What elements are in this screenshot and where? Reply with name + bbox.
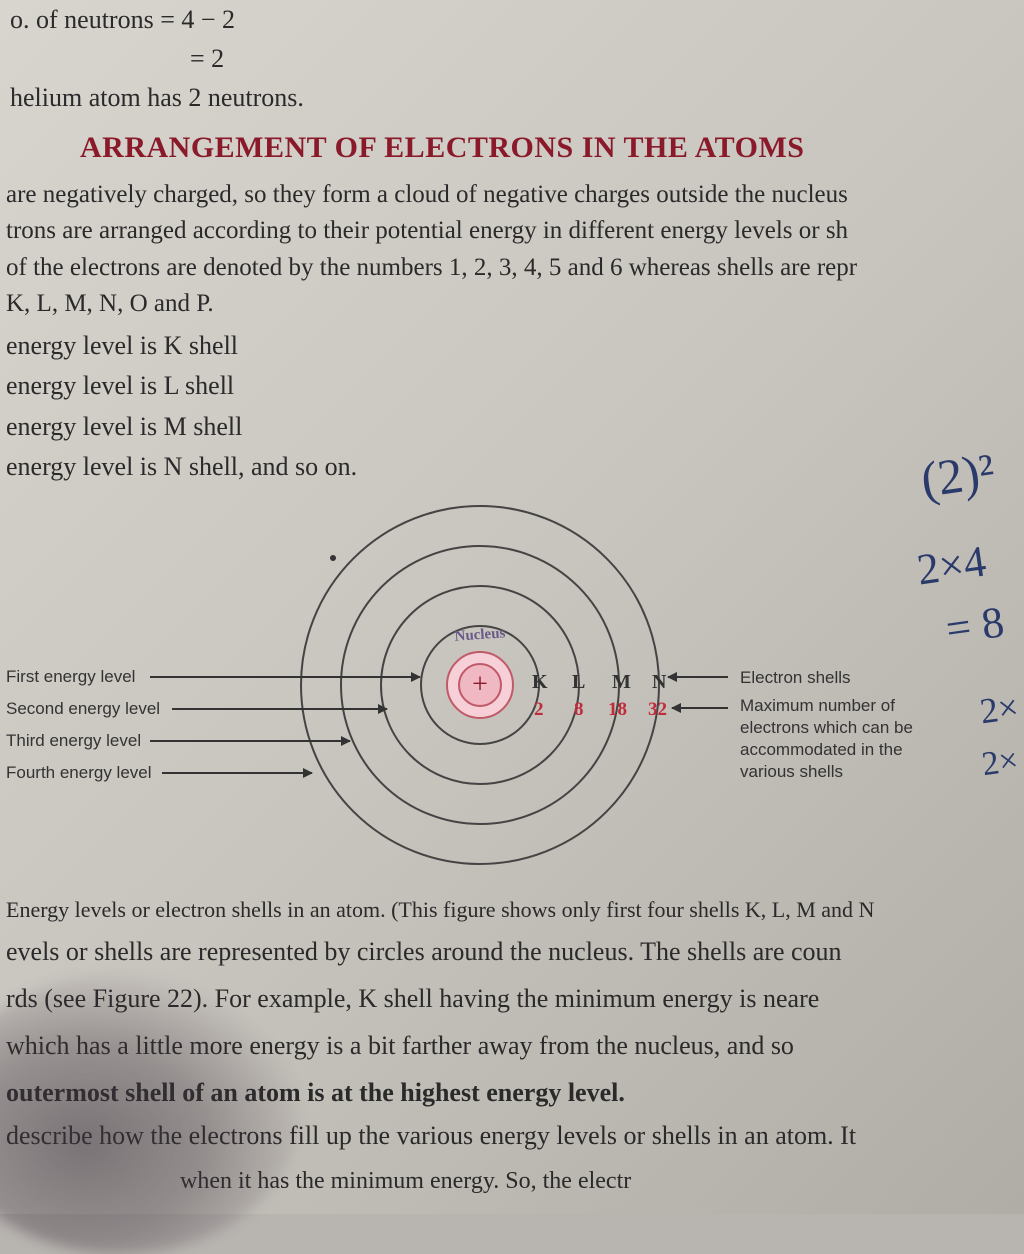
shell-letter-m: M xyxy=(612,671,631,694)
helium-line: helium atom has 2 neutrons. xyxy=(10,78,1004,117)
eq-line-2: = 2 xyxy=(10,39,1004,78)
top-equations: o. of neutrons = 4 − 2 = 2 helium atom h… xyxy=(0,0,1004,117)
paragraph-4: K, L, M, N, O and P. xyxy=(0,286,1004,322)
figure-caption: Energy levels or electron shells in an a… xyxy=(0,893,1004,926)
label-third-level: Third energy level xyxy=(6,731,141,751)
shell-capacity-l: 8 xyxy=(574,699,584,721)
handwriting-5: 2× xyxy=(979,742,1020,785)
eq-line-1: o. of neutrons = 4 − 2 xyxy=(10,0,1004,39)
section-title: ARRANGEMENT OF ELECTRONS IN THE ATOMS xyxy=(0,131,1004,165)
arrow-third-level xyxy=(150,740,350,742)
shell-letter-l: L xyxy=(572,671,585,694)
handwriting-4: 2× xyxy=(977,686,1021,733)
body-line: evels or shells are represented by circl… xyxy=(0,932,1004,971)
shell-capacity-m: 18 xyxy=(608,699,627,721)
paragraph-3: of the electrons are denoted by the numb… xyxy=(0,250,1004,286)
paragraph-2: trons are arranged according to their po… xyxy=(0,213,1004,249)
arrow-fourth-level xyxy=(162,772,312,774)
label-fourth-level: Fourth energy level xyxy=(6,763,152,783)
shell-rings: + Nucleus K L M N 2 8 18 32 xyxy=(300,505,660,865)
list-item: energy level is K shell xyxy=(6,326,1004,366)
label-second-level: Second energy level xyxy=(6,699,160,719)
nucleus-icon: + xyxy=(458,663,502,707)
list-item: energy level is M shell xyxy=(6,407,1004,447)
shell-letter-k: K xyxy=(532,671,548,694)
shell-letter-n: N xyxy=(652,671,666,694)
nucleus-plus: + xyxy=(472,669,488,701)
handwriting-3: = 8 xyxy=(943,596,1007,655)
shell-capacity-n: 32 xyxy=(648,699,667,721)
label-electron-shells: Electron shells xyxy=(740,667,851,689)
label-max-electrons: Maximum number of electrons which can be… xyxy=(740,695,913,783)
shell-list: energy level is K shell energy level is … xyxy=(0,326,1004,487)
handwriting-2: 2×4 xyxy=(914,535,989,595)
arrow-electron-shells xyxy=(668,676,728,678)
arrow-first-level xyxy=(150,676,420,678)
paragraph-1: are negatively charged, so they form a c… xyxy=(0,177,1004,213)
page-scan: o. of neutrons = 4 − 2 = 2 helium atom h… xyxy=(0,0,1024,1214)
arrow-second-level xyxy=(172,708,387,710)
handwriting-1: (2)² xyxy=(917,441,998,509)
label-first-level: First energy level xyxy=(6,667,135,687)
electron-shell-diagram: + Nucleus K L M N 2 8 18 32 First energy… xyxy=(0,495,1004,875)
list-item: energy level is L shell xyxy=(6,366,1004,406)
arrow-max-electrons xyxy=(672,707,728,709)
list-item: energy level is N shell, and so on. xyxy=(6,447,1004,487)
shell-capacity-k: 2 xyxy=(534,699,544,721)
